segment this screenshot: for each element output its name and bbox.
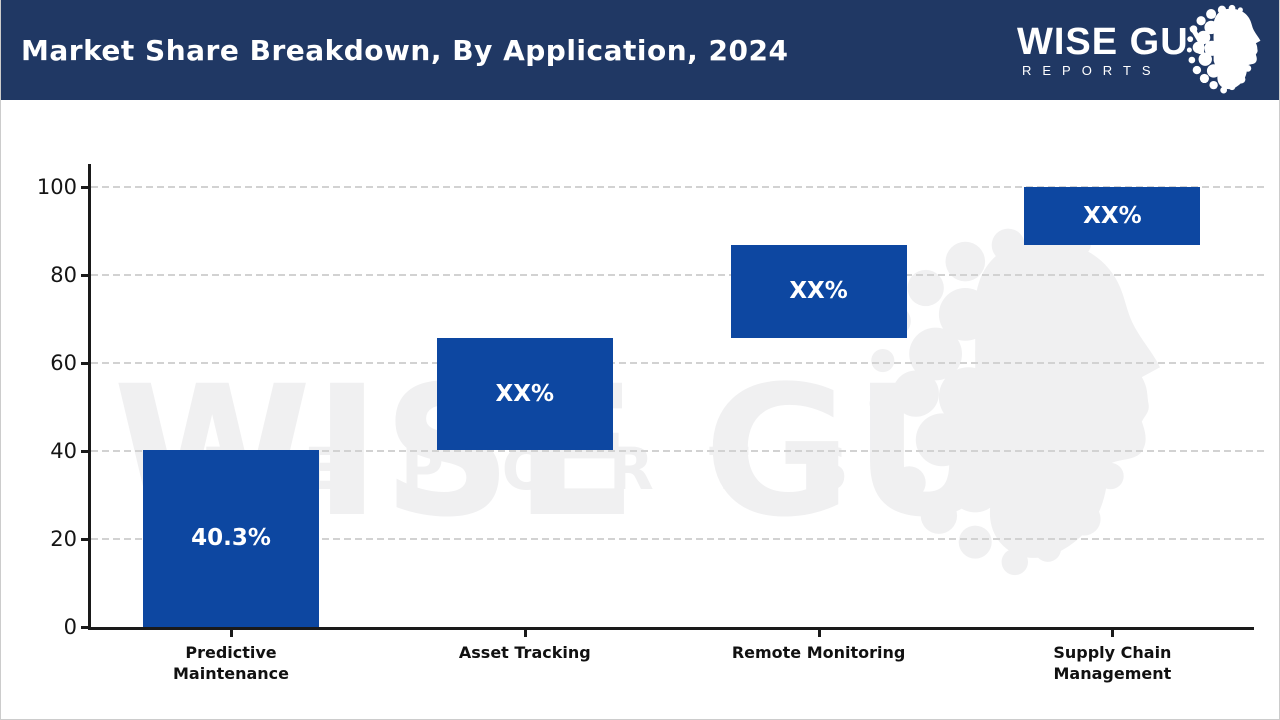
logo-wordmark: WISE GUY	[1016, 21, 1215, 63]
logo-text: WISE GUY REPORTS	[1017, 23, 1215, 77]
waterfall-chart: 0 20 40 60 80 100 40.3% Predictive Maintenance XX…	[1, 100, 1279, 719]
header: Market Share Breakdown, By Application, …	[1, 0, 1279, 100]
gridline-60	[91, 362, 1264, 364]
x-category-line: Maintenance	[172, 664, 289, 683]
bar-value-label: XX%	[495, 380, 555, 407]
y-tick-label: 40	[50, 439, 77, 463]
y-tick-label: 20	[50, 527, 77, 551]
y-tick-label: 0	[63, 615, 77, 639]
bar-value-label: 40.3%	[191, 524, 271, 551]
wise-guy-logo: WISE GUY REPORTS	[1017, 4, 1269, 96]
y-tick-100	[81, 186, 88, 189]
gridline-80	[91, 274, 1264, 276]
y-axis-spine	[88, 164, 91, 630]
x-axis-spine	[88, 627, 1254, 630]
x-category-label: Supply Chain Management	[982, 642, 1242, 684]
gridline-20	[91, 538, 1264, 540]
x-tick-3	[1111, 630, 1115, 637]
bar-1: XX%	[436, 338, 613, 450]
x-tick-0	[230, 630, 233, 637]
x-category-line: Predictive	[185, 643, 277, 662]
x-category-line: Supply Chain	[1053, 643, 1172, 662]
bar-2: XX%	[730, 245, 907, 339]
page-title: Market Share Breakdown, By Application, …	[21, 33, 789, 67]
logo-subtitle: REPORTS	[1021, 63, 1162, 78]
y-tick-40	[81, 450, 88, 453]
gridline-100	[91, 186, 1264, 188]
y-tick-60	[81, 362, 88, 365]
x-category-label: Asset Tracking	[395, 642, 655, 663]
y-tick-0	[81, 626, 88, 629]
y-tick-label: 80	[50, 263, 77, 287]
x-tick-2	[817, 630, 821, 637]
bar-3: XX%	[1024, 187, 1201, 246]
bar-value-label: XX%	[789, 278, 848, 305]
x-category-line: Remote Monitoring	[731, 643, 906, 662]
y-tick-label: 60	[50, 351, 77, 375]
bar-0: 40.3%	[143, 449, 319, 627]
x-category-label: Remote Monitoring	[689, 642, 949, 663]
x-category-line: Asset Tracking	[458, 643, 591, 662]
y-tick-label: 100	[36, 175, 77, 199]
gridline-40	[91, 450, 1264, 452]
x-category-line: Management	[1053, 664, 1172, 683]
x-category-label: Predictive Maintenance	[101, 642, 361, 684]
chart-area: WISE GU REPORTS 0 20 40 60 80 100 40.3% Predict…	[1, 100, 1279, 719]
bar-value-label: XX%	[1083, 202, 1142, 229]
wise-guy-face-logo-icon	[1186, 4, 1261, 94]
x-tick-1	[523, 630, 527, 637]
y-tick-20	[81, 538, 88, 541]
y-tick-80	[81, 274, 88, 277]
